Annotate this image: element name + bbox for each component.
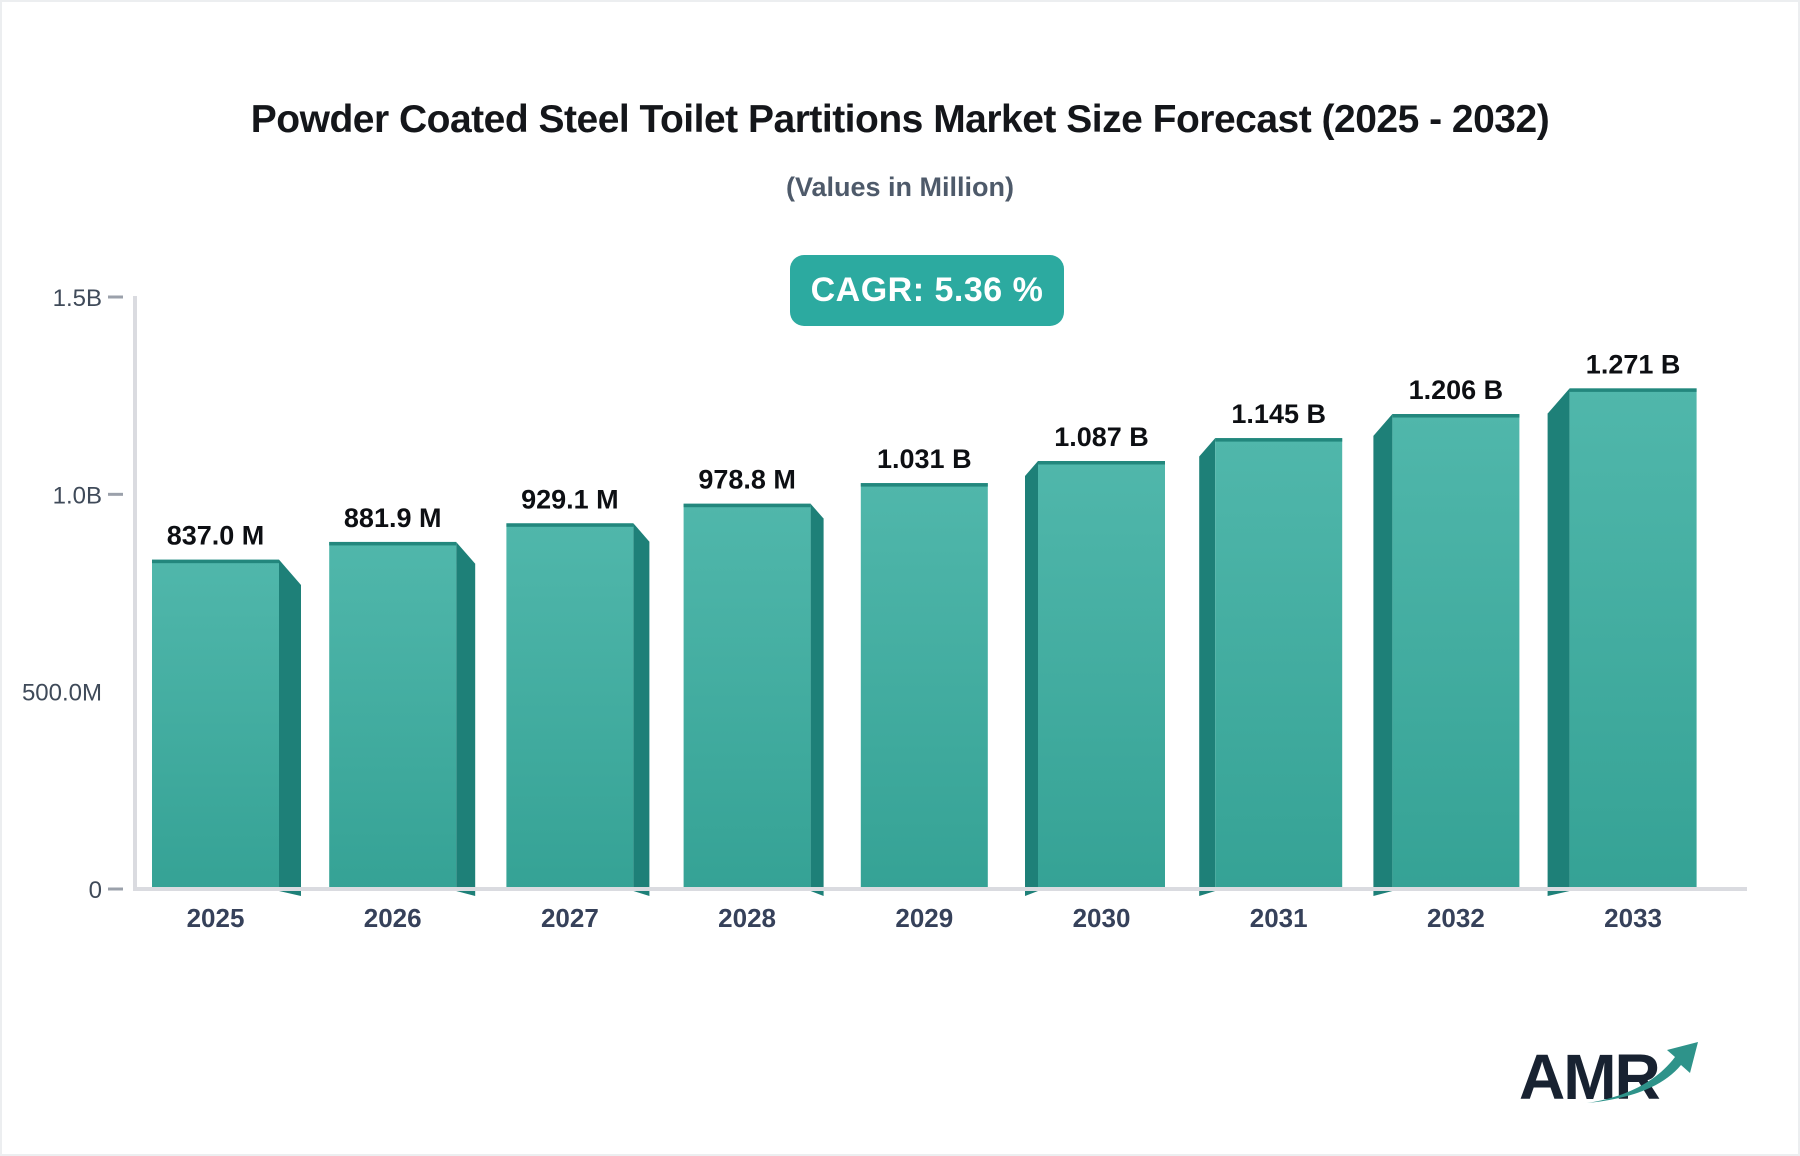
bar-group-2025: 837.0 M 2025 (152, 521, 301, 933)
amr-logo-text: AMR (1519, 1041, 1660, 1113)
y-axis-tick (108, 887, 123, 891)
bar-group-2030: 1.087 B 2030 (1025, 422, 1165, 933)
bar-value-label: 881.9 M (344, 503, 442, 533)
bar-value-label: 1.271 B (1586, 349, 1681, 379)
bar-top-edge (683, 503, 811, 508)
x-axis-line (133, 887, 1747, 891)
bar-top-edge (1215, 438, 1343, 442)
bar-top-edge (506, 523, 634, 527)
bar-top-edge (1569, 388, 1697, 392)
bar-group-2029: 1.031 B 2029 (860, 444, 988, 933)
bar-face (506, 523, 634, 891)
bar-side (1373, 414, 1393, 896)
bar-top-edge (1392, 414, 1520, 418)
bar-value-label: 929.1 M (521, 484, 619, 514)
bar-group-2033: 1.271 B 2033 (1547, 349, 1697, 933)
x-axis-label: 2026 (364, 903, 422, 933)
bar-side (1025, 460, 1038, 896)
bar-value-label: 1.145 B (1231, 399, 1326, 429)
y-axis-label: 1.0B (53, 482, 102, 509)
y-axis-line (133, 296, 137, 891)
bar-side (1547, 388, 1570, 896)
y-axis-label: 1.5B (53, 285, 102, 312)
bar-side (456, 541, 476, 896)
bar-value-label: 978.8 M (698, 465, 796, 495)
bar-side (810, 503, 824, 896)
cagr-badge-label: CAGR: 5.36 % (810, 271, 1044, 309)
bar-top-edge (1038, 460, 1165, 465)
x-axis-label: 2030 (1073, 903, 1131, 933)
chart-subtitle: (Values in Million) (785, 172, 1015, 202)
bar-face (1392, 414, 1520, 891)
x-axis-label: 2033 (1604, 903, 1662, 933)
bar-face (1569, 388, 1697, 891)
bar-group-2031: 1.145 B 2031 (1199, 399, 1343, 933)
y-axis-tick (108, 492, 123, 496)
bar-group-2032: 1.206 B 2032 (1373, 375, 1520, 933)
bar-side (633, 523, 650, 896)
x-axis-label: 2029 (895, 903, 953, 933)
x-axis-label: 2028 (718, 903, 776, 933)
bar-face (152, 559, 279, 891)
bar-group-2027: 929.1 M 2027 (506, 484, 650, 933)
bar-value-label: 837.0 M (167, 521, 265, 551)
bar-side (279, 559, 301, 896)
bar-value-label: 1.087 B (1054, 422, 1149, 452)
chart-title: Powder Coated Steel Toilet Partitions Ma… (250, 98, 1550, 141)
bar-group-2028: 978.8 M 2028 (683, 465, 824, 933)
bar-value-label: 1.206 B (1409, 375, 1504, 405)
x-axis-label: 2031 (1250, 903, 1308, 933)
amr-logo: AMR (1519, 1041, 1698, 1113)
bar-top-edge (329, 541, 457, 546)
y-axis-tick (108, 295, 123, 299)
bar-face (329, 541, 457, 891)
bar-group-2026: 881.9 M 2026 (329, 503, 476, 933)
bar-side (1199, 438, 1216, 896)
y-axis-label: 0 (89, 877, 102, 904)
cagr-badge: CAGR: 5.36 % (790, 255, 1064, 326)
x-axis-label: 2025 (187, 903, 245, 933)
bar-top-edge (152, 559, 279, 564)
x-axis-label: 2032 (1427, 903, 1485, 933)
bar-face (1215, 438, 1343, 891)
amr-logo-arrow-icon (1587, 1042, 1698, 1103)
x-axis-label: 2027 (541, 903, 599, 933)
y-axis-label: 500.0M (22, 680, 102, 707)
bar-top-edge (860, 483, 988, 487)
bar-face (1038, 460, 1165, 891)
bar-face (860, 483, 988, 891)
bar-face (683, 503, 811, 891)
bar-value-label: 1.031 B (877, 444, 972, 474)
